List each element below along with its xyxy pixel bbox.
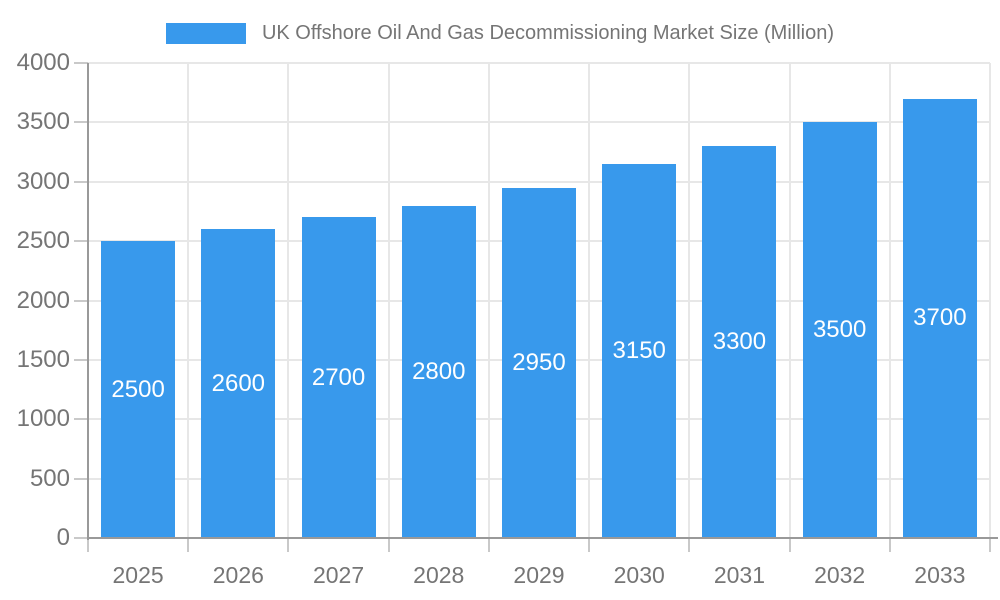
y-axis-tick [74, 62, 88, 64]
x-axis-line [88, 537, 998, 539]
x-axis-tick [187, 538, 190, 552]
gridline-vertical [888, 63, 891, 538]
bar-value-label: 3300 [712, 328, 767, 356]
x-axis-tick [688, 538, 691, 552]
gridline-vertical [788, 63, 791, 538]
bar[interactable] [401, 205, 476, 538]
y-tick-label: 1500 [16, 345, 70, 373]
legend-label[interactable]: UK Offshore Oil And Gas Decommissioning … [261, 21, 835, 44]
bar-value-label: 3150 [612, 336, 666, 364]
bar-value-label: 2950 [512, 348, 566, 376]
x-axis-tick [487, 538, 490, 552]
y-axis-tick [74, 477, 88, 480]
bar-value-label: 3700 [913, 304, 967, 332]
bar[interactable] [702, 146, 777, 538]
y-tick-label: 4000 [16, 49, 70, 76]
y-tick-label: 1000 [16, 405, 70, 433]
y-tick-label: 0 [56, 524, 70, 551]
bar-value-label: 2500 [111, 375, 165, 403]
y-axis-line [87, 63, 89, 540]
y-axis-tick [74, 418, 88, 421]
y-axis-tick [74, 240, 88, 243]
x-axis-tick [287, 538, 290, 552]
x-tick-label: 2030 [613, 562, 665, 588]
gridline-vertical [688, 63, 691, 538]
bar-value-label: 2800 [412, 357, 466, 385]
y-axis-tick [74, 299, 88, 302]
x-tick-label: 2029 [513, 562, 565, 588]
x-tick-label: 2031 [713, 562, 766, 588]
x-tick-label: 2028 [413, 562, 465, 588]
y-axis-tick [74, 358, 88, 361]
x-axis-tick [387, 538, 390, 552]
x-axis-tick [989, 538, 991, 552]
gridline-vertical [989, 63, 991, 538]
y-tick-label: 3000 [16, 167, 70, 195]
x-tick-label: 2033 [914, 562, 966, 588]
y-axis-tick [74, 537, 88, 539]
bar[interactable] [101, 241, 176, 538]
y-axis-tick [74, 121, 88, 124]
legend: UK Offshore Oil And Gas Decommissioning … [0, 22, 1000, 44]
x-axis-tick [888, 538, 891, 552]
gridline-vertical [588, 63, 591, 538]
y-tick-label: 500 [29, 464, 70, 492]
bar-value-label: 3500 [812, 316, 867, 344]
bar-value-label: 2600 [211, 369, 266, 397]
bar[interactable] [502, 187, 576, 538]
y-axis-tick [74, 180, 88, 183]
y-tick-label: 3500 [16, 108, 70, 136]
gridline-horizontal [88, 180, 990, 183]
legend-swatch[interactable] [165, 22, 246, 44]
bar-value-label: 2700 [311, 363, 366, 391]
gridline-horizontal [88, 121, 990, 124]
gridline-vertical [287, 63, 290, 538]
bar[interactable] [602, 163, 677, 538]
gridline-vertical [487, 63, 490, 538]
y-tick-label: 2000 [16, 286, 70, 314]
y-tick-label: 2500 [16, 227, 70, 255]
bar[interactable] [802, 122, 877, 538]
x-tick-label: 2025 [112, 562, 164, 588]
gridline-vertical [187, 63, 190, 538]
gridline-vertical [387, 63, 390, 538]
x-axis-tick [788, 538, 791, 552]
gridline-horizontal [88, 62, 990, 64]
bar[interactable] [201, 229, 276, 538]
bar[interactable] [902, 98, 977, 538]
x-axis-tick [588, 538, 591, 552]
bar[interactable] [301, 217, 376, 538]
x-tick-label: 2032 [814, 562, 866, 588]
x-axis-tick [87, 538, 89, 552]
x-tick-label: 2027 [312, 562, 365, 588]
x-tick-label: 2026 [212, 562, 264, 588]
